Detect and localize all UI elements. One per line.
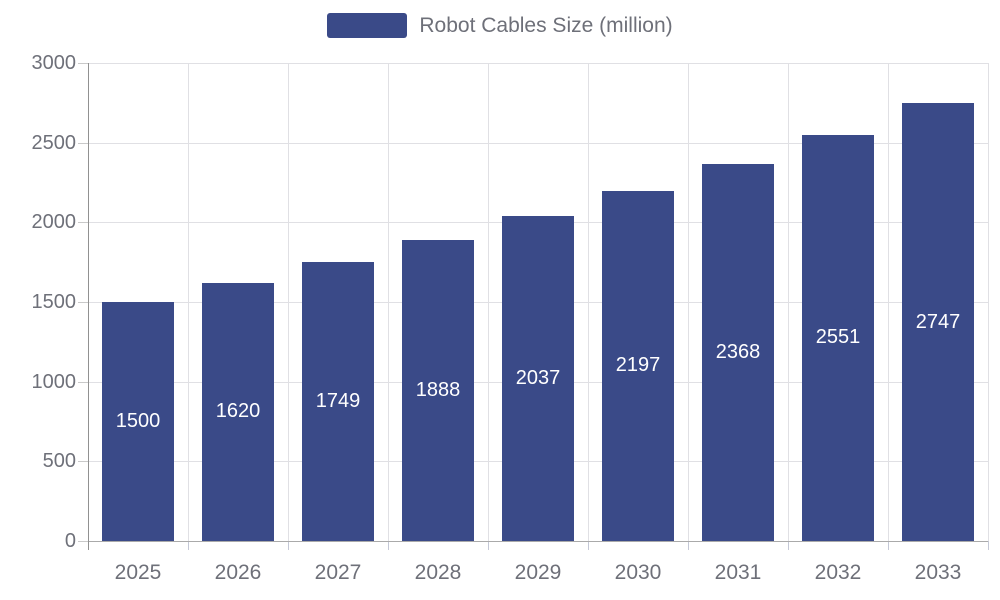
x-axis-tick-label: 2028	[414, 561, 462, 584]
x-axis-tick	[388, 541, 389, 550]
x-axis-tick-label: 2025	[114, 561, 162, 584]
gridline-vertical	[888, 63, 889, 541]
x-axis-tick-label: 2026	[214, 561, 262, 584]
bar-value-label: 2197	[615, 354, 661, 377]
y-axis-tick	[78, 222, 88, 224]
x-axis-tick-label: 2031	[714, 561, 762, 584]
bar-2025[interactable]: 1500	[102, 302, 174, 541]
y-axis-tick-label: 2500	[31, 131, 77, 154]
gridline-vertical	[988, 63, 989, 541]
x-axis-tick	[988, 541, 989, 550]
bar-2027[interactable]: 1749	[302, 262, 374, 541]
bar-value-label: 1749	[315, 390, 361, 413]
y-axis-tick-label: 0	[64, 530, 76, 552]
x-axis-line	[88, 541, 988, 542]
gridline-vertical	[788, 63, 789, 541]
gridline-vertical	[588, 63, 589, 541]
bar-2033[interactable]: 2747	[902, 103, 974, 541]
y-axis-line	[88, 63, 89, 550]
y-axis-tick-label: 2000	[31, 211, 77, 234]
y-axis-tick	[78, 461, 88, 463]
x-axis-tick-label: 2027	[314, 561, 362, 584]
y-axis-tick-label: 1500	[31, 291, 77, 313]
y-axis-tick-label: 500	[42, 450, 76, 473]
y-axis-tick-label: 3000	[31, 52, 77, 74]
y-axis-tick	[78, 541, 88, 542]
gridline-vertical	[688, 63, 689, 541]
bar-value-label: 1888	[415, 379, 461, 402]
bar-2032[interactable]: 2551	[802, 134, 874, 541]
x-axis-tick	[888, 541, 889, 550]
bar-value-label: 2368	[715, 340, 761, 363]
gridline-horizontal	[88, 63, 988, 64]
x-axis-tick	[588, 541, 589, 550]
bar-2028[interactable]: 1888	[402, 240, 474, 541]
x-axis-tick	[288, 541, 289, 550]
legend-label: Robot Cables Size (million)	[419, 13, 673, 37]
bar-2030[interactable]: 2197	[602, 190, 674, 541]
x-axis-tick	[688, 541, 689, 550]
legend-item[interactable]: Robot Cables Size (million)	[0, 13, 1000, 38]
bar-2029[interactable]: 2037	[502, 216, 574, 541]
y-axis-tick	[78, 302, 88, 303]
bar-value-label: 2747	[915, 310, 961, 333]
bar-value-label: 1620	[215, 400, 261, 423]
bar-2026[interactable]: 1620	[202, 282, 274, 541]
y-axis-tick	[78, 381, 88, 383]
y-axis-tick	[78, 142, 88, 144]
x-axis-tick-label: 2029	[514, 561, 562, 584]
gridline-horizontal	[88, 142, 988, 144]
gridline-vertical	[188, 63, 189, 541]
y-axis-tick-label: 1000	[31, 370, 77, 393]
bar-2031[interactable]: 2368	[702, 163, 774, 541]
gridline-vertical	[488, 63, 489, 541]
gridline-vertical	[388, 63, 389, 541]
x-axis-tick	[188, 541, 189, 550]
legend-swatch	[327, 13, 408, 38]
bar-value-label: 2551	[815, 326, 861, 349]
bar-value-label: 1500	[115, 410, 161, 432]
y-axis-tick	[78, 63, 88, 64]
x-axis-tick	[488, 541, 489, 550]
gridline-vertical	[288, 63, 289, 541]
x-axis-tick-label: 2033	[914, 561, 962, 584]
bar-value-label: 2037	[515, 367, 561, 390]
x-axis-tick	[788, 541, 789, 550]
x-axis-tick-label: 2030	[614, 561, 662, 584]
x-axis-tick-label: 2032	[814, 561, 862, 584]
